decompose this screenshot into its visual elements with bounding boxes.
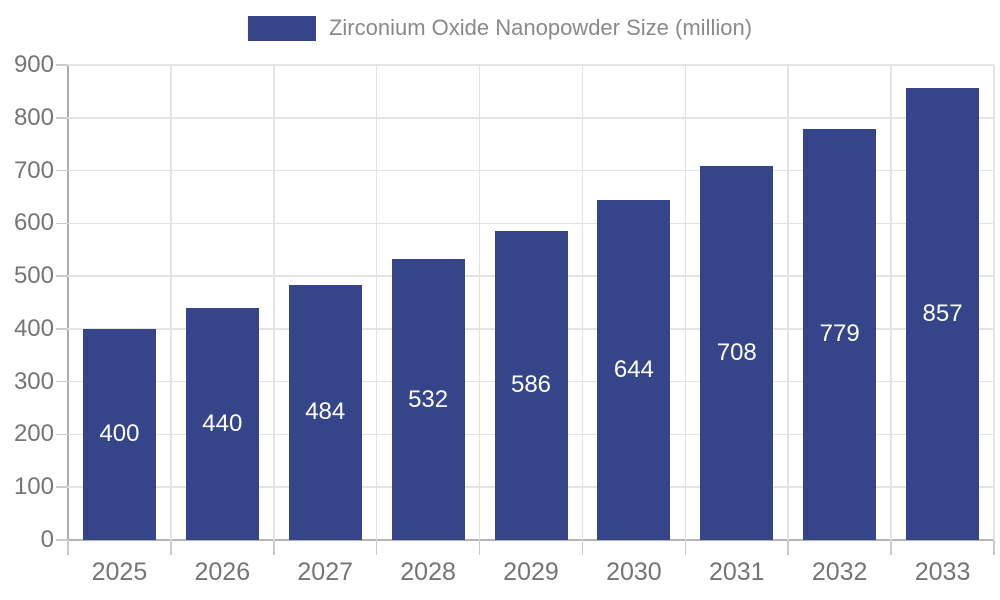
x-axis-label: 2028: [400, 558, 456, 586]
y-axis-line: [67, 65, 69, 540]
bar-value-label: 484: [305, 398, 346, 426]
x-axis-label: 2030: [606, 558, 662, 586]
x-tick: [67, 540, 69, 555]
x-tick: [993, 540, 995, 555]
gridline-vertical: [993, 65, 995, 540]
x-axis-label: 2029: [503, 558, 559, 586]
plot-area: 400 440 484 532 586 644 708 779 857: [68, 64, 995, 540]
y-tick: [56, 275, 68, 277]
y-tick: [56, 117, 68, 119]
y-tick: [56, 328, 68, 330]
x-axis-label: 2027: [297, 558, 354, 586]
bar-2032: 779: [803, 128, 877, 540]
legend-label: Zirconium Oxide Nanopowder Size (million…: [328, 15, 753, 40]
x-tick: [478, 540, 481, 555]
gridline-vertical: [787, 65, 789, 540]
x-tick: [375, 540, 378, 555]
chart-legend: Zirconium Oxide Nanopowder Size (million…: [247, 15, 753, 41]
bar-2029: 586: [494, 230, 568, 540]
x-axis-line: [67, 539, 995, 541]
bar-value-label: 708: [716, 339, 757, 367]
x-tick: [890, 540, 892, 555]
x-axis-label: 2033: [914, 558, 971, 586]
gridline-vertical: [375, 65, 378, 540]
x-tick: [787, 540, 789, 555]
y-tick: [56, 380, 68, 383]
bar-value-label: 532: [408, 385, 449, 413]
bar-value-label: 779: [819, 320, 860, 348]
y-axis-label: 700: [13, 156, 54, 184]
y-axis-label: 500: [13, 262, 54, 290]
y-axis-label: 200: [13, 420, 54, 448]
gridline-vertical: [478, 65, 481, 540]
bar-value-label: 586: [510, 371, 552, 399]
bar-2031: 708: [700, 166, 774, 540]
bar-2026: 440: [185, 307, 259, 540]
gridline-vertical: [684, 65, 687, 540]
y-axis-label: 100: [13, 473, 54, 501]
y-tick: [56, 486, 68, 488]
legend-swatch: [247, 15, 316, 41]
gridline-horizontal: [68, 117, 994, 119]
gridline-vertical: [170, 65, 172, 540]
bar-value-label: 400: [99, 420, 140, 448]
x-tick: [170, 540, 172, 555]
gridline-vertical: [581, 65, 584, 540]
x-axis-label: 2025: [91, 558, 148, 586]
x-axis-label: 2032: [811, 558, 868, 586]
y-tick: [56, 64, 68, 66]
gridline-vertical: [890, 65, 892, 540]
y-tick: [56, 169, 68, 172]
x-tick: [684, 540, 687, 555]
y-axis-label: 0: [40, 526, 54, 553]
gridline-horizontal: [68, 222, 994, 225]
y-tick: [56, 539, 68, 541]
bar-2033: 857: [906, 87, 980, 540]
y-axis-label: 300: [13, 367, 54, 395]
y-axis-label: 600: [13, 209, 54, 237]
gridline-horizontal: [68, 64, 994, 66]
y-tick: [56, 222, 68, 225]
bar-value-label: 857: [922, 299, 963, 327]
bar-2025: 400: [82, 328, 156, 540]
y-axis-label: 800: [13, 103, 54, 131]
bar-2028: 532: [391, 259, 465, 540]
y-axis-label: 400: [13, 314, 54, 342]
bar-2030: 644: [597, 200, 671, 540]
y-axis-label: 900: [13, 51, 54, 78]
bar-2027: 484: [288, 284, 362, 540]
gridline-horizontal: [68, 169, 994, 172]
x-tick: [273, 540, 275, 555]
x-axis-label: 2026: [194, 558, 251, 586]
x-axis-label: 2031: [708, 558, 765, 586]
bar-value-label: 644: [613, 356, 654, 384]
y-tick: [56, 433, 68, 436]
x-tick: [581, 540, 584, 555]
gridline-vertical: [273, 65, 275, 540]
bar-value-label: 440: [202, 409, 243, 437]
